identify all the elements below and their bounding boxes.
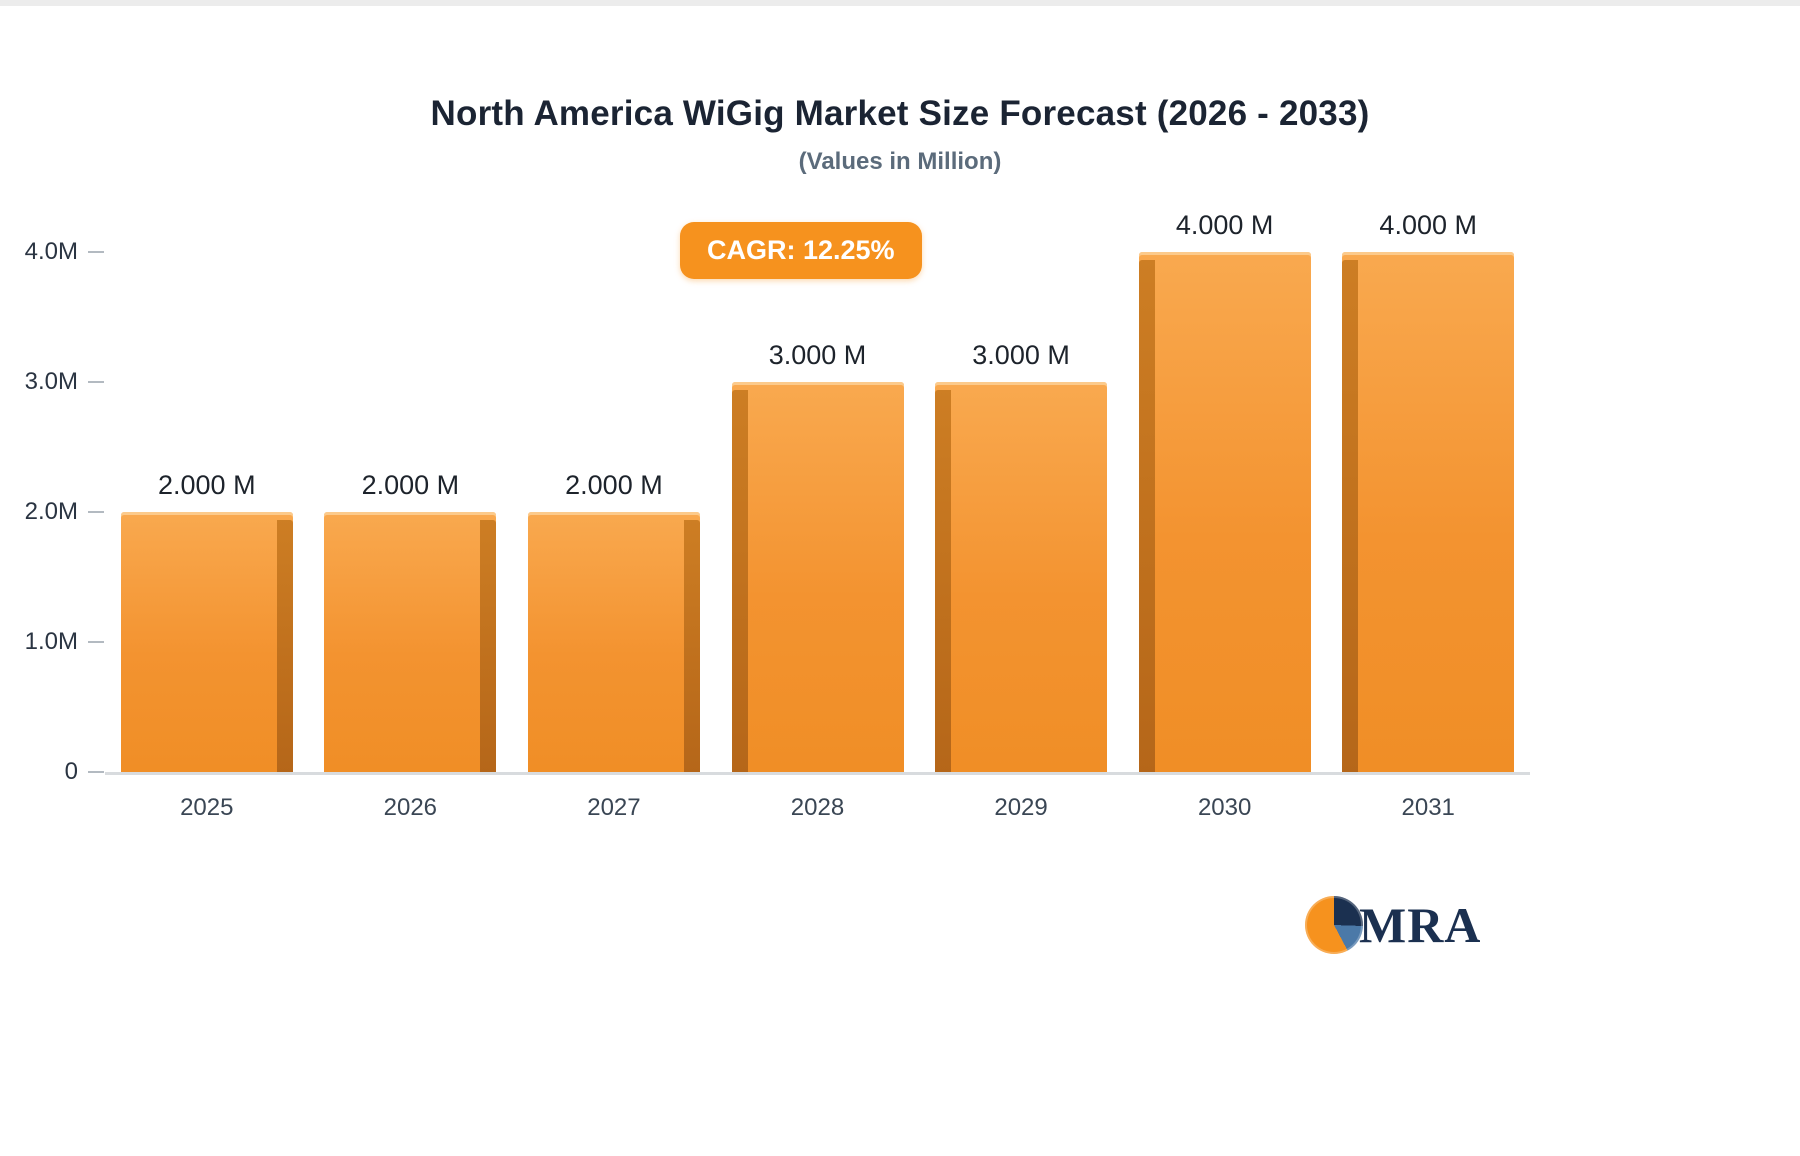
bar: 4.000 M — [1342, 210, 1515, 772]
bar: 3.000 M — [731, 340, 904, 772]
bar-side-shade — [276, 520, 293, 772]
window-top-edge — [0, 0, 1800, 6]
bar-side-shade — [1138, 260, 1155, 772]
y-axis-label: 0 — [64, 758, 78, 785]
bar: 4.000 M — [1138, 210, 1311, 772]
y-axis-tick — [88, 771, 104, 773]
bar: 2.000 M — [527, 470, 700, 772]
y-axis-tick — [88, 251, 104, 253]
x-axis-label: 2027 — [587, 794, 641, 821]
x-axis-label: 2029 — [994, 794, 1048, 821]
bar-chart: 2.000 M 2.000 M 2.000 M 3.000 M 3.000 M 4.000… — [0, 210, 1800, 852]
mra-logo: MRA — [1305, 896, 1481, 954]
x-axis-label: 2026 — [383, 794, 438, 821]
bar-value-label: 2.000 M — [158, 470, 256, 500]
mra-logo-text: MRA — [1359, 897, 1482, 953]
x-axis-label: 2030 — [1197, 794, 1252, 821]
y-axis-tick — [88, 511, 104, 513]
bar-side-shade — [1342, 260, 1359, 772]
bar-value-label: 3.000 M — [768, 340, 867, 370]
bar: 2.000 M — [324, 470, 497, 772]
bar-side-shade — [683, 520, 700, 772]
bar-value-label: 4.000 M — [1379, 210, 1477, 240]
x-axis-label: 2025 — [180, 794, 234, 821]
bar: 2.000 M — [120, 470, 293, 772]
y-axis-tick — [88, 641, 104, 643]
mra-logo-pie-icon — [1305, 896, 1363, 954]
bar-value-label: 4.000 M — [1175, 210, 1274, 240]
bar-side-shade — [935, 390, 952, 772]
bar: 3.000 M — [935, 340, 1108, 772]
chart-title: North America WiGig Market Size Forecast… — [430, 94, 1370, 133]
chart-subtitle: (Values in Million) — [798, 148, 1002, 175]
cagr-badge: CAGR: 12.25% — [680, 222, 922, 279]
x-axis-label: 2031 — [1401, 794, 1455, 821]
bar-side-shade — [480, 520, 497, 772]
y-axis-label: 1.0M — [24, 628, 78, 655]
bar-side-shade — [731, 390, 748, 772]
bar-value-label: 3.000 M — [972, 340, 1070, 370]
y-axis-label: 2.0M — [24, 498, 78, 525]
y-axis-label: 4.0M — [24, 238, 78, 265]
y-axis-tick — [88, 381, 104, 383]
bar-value-label: 2.000 M — [361, 470, 460, 500]
bar-value-label: 2.000 M — [565, 470, 663, 500]
plot-area: 2.000 M 2.000 M 2.000 M 3.000 M 3.000 M 4.000… — [105, 210, 1530, 775]
x-axis-label: 2028 — [790, 794, 845, 821]
y-axis-label: 3.0M — [24, 368, 78, 395]
